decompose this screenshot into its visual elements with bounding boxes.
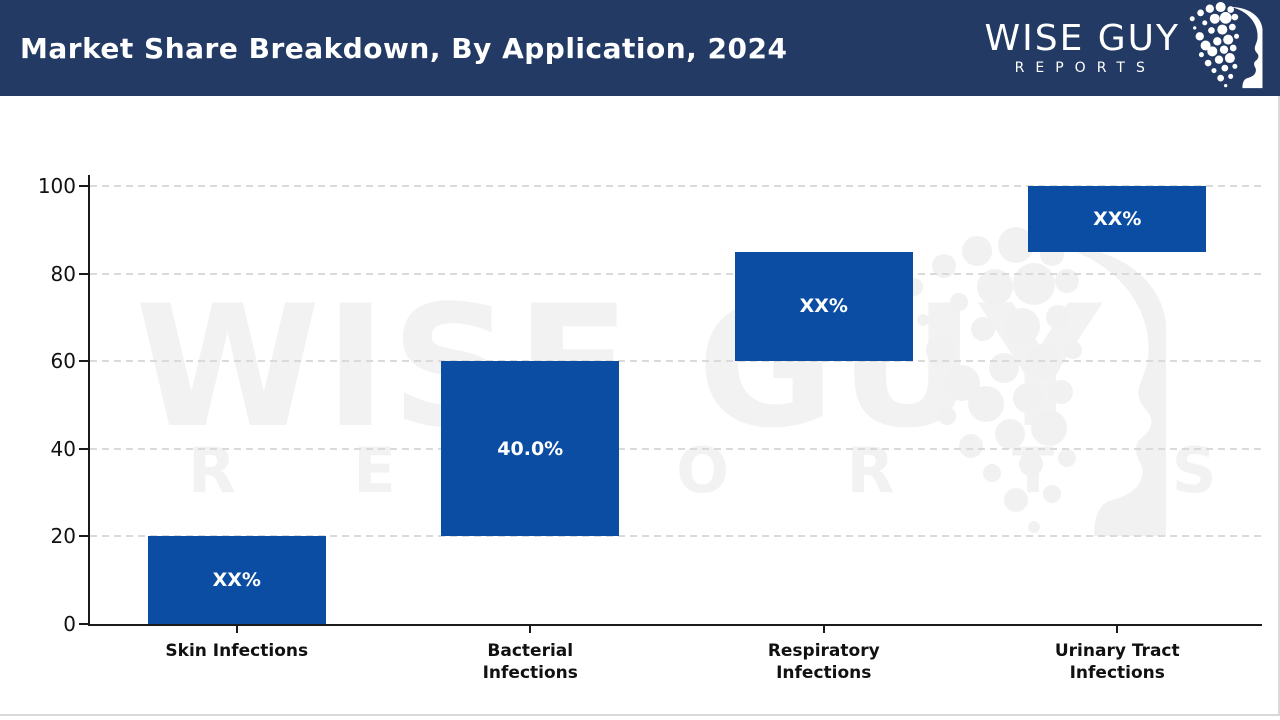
bar-respiratory-infections: XX%	[734, 251, 913, 362]
brand-name: WISE GUY	[984, 17, 1180, 59]
y-axis-tick-label: 40	[50, 436, 76, 461]
bar-value-label: XX%	[212, 569, 261, 592]
gridline-y40	[90, 447, 1262, 450]
y-axis-tick-mark	[79, 623, 88, 625]
x-axis-category-label: Respiratory Infections	[767, 641, 880, 684]
x-axis-tick-mark	[1116, 626, 1119, 633]
bar-value-label: 40.0%	[497, 437, 564, 460]
x-axis-tick-mark	[235, 626, 238, 633]
waterfall-chart-plot-area: 0 20 40 60 80 100 XX% Skin Infections 40.0% Bacte…	[38, 174, 1262, 683]
x-axis-category-label: Skin Infections	[165, 641, 309, 661]
bar-value-label: XX%	[1093, 207, 1142, 230]
dotted-head-logo-icon	[1189, 2, 1263, 89]
x-axis-tick-mark	[529, 626, 532, 633]
page-right-border	[1278, 96, 1280, 716]
bar-value-label: XX%	[799, 295, 848, 318]
brand-logo: WISE GUY REPORTS	[985, 2, 1280, 94]
gridline-y20	[90, 535, 1262, 538]
x-axis-tick-mark	[822, 626, 825, 633]
y-axis-tick-mark	[79, 185, 88, 187]
y-axis-tick-mark	[79, 535, 88, 538]
watermark-dotted-head-icon	[905, 227, 1166, 536]
brand-logo-text: WISE GUY REPORTS	[984, 17, 1181, 76]
x-axis-category-label: Urinary Tract Infections	[1054, 641, 1180, 684]
y-axis-tick-mark	[79, 360, 88, 363]
bar-urinary-tract-infections: XX%	[1028, 186, 1207, 252]
y-axis-tick-label: 60	[50, 349, 76, 374]
gridline-y100	[90, 185, 1262, 187]
bar-skin-infections: XX%	[147, 536, 326, 624]
page-bottom-border	[0, 714, 1280, 716]
x-axis-category-label: Bacterial Infections	[482, 641, 578, 684]
brand-subtitle: REPORTS	[1014, 59, 1156, 76]
gridline-y80	[90, 272, 1262, 275]
y-axis-tick-mark	[79, 272, 88, 275]
y-axis-tick-label: 100	[37, 174, 76, 198]
y-axis-tick-label: 0	[63, 612, 76, 636]
gridline-y60	[90, 360, 1262, 363]
header: Market Share Breakdown, By Application, …	[0, 0, 1280, 96]
y-axis-tick-label: 80	[50, 261, 76, 286]
bar-bacterial-infections: 40.0%	[441, 361, 620, 537]
y-axis-tick-mark	[79, 447, 88, 450]
y-axis-tick-label: 20	[50, 524, 76, 549]
page-title: Market Share Breakdown, By Application, …	[20, 31, 788, 65]
